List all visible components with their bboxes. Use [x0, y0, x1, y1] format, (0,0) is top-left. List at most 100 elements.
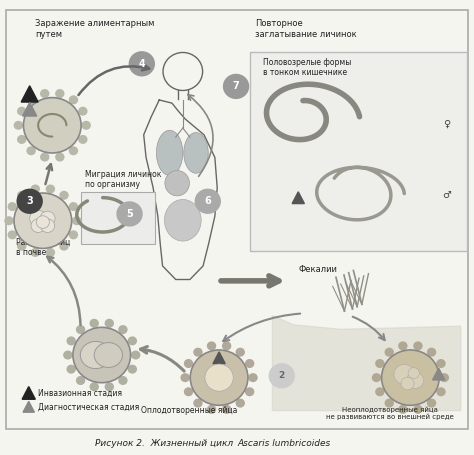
Circle shape [14, 193, 72, 248]
Text: ♂: ♂ [442, 190, 451, 200]
Circle shape [398, 341, 408, 350]
Circle shape [128, 364, 137, 374]
Polygon shape [213, 352, 225, 364]
Circle shape [384, 348, 394, 357]
Circle shape [375, 359, 384, 368]
Circle shape [90, 319, 99, 328]
Circle shape [69, 202, 78, 211]
Text: 3: 3 [26, 196, 33, 206]
Text: Повторное
заглатывание личинок: Повторное заглатывание личинок [255, 20, 356, 39]
Polygon shape [22, 387, 36, 399]
Circle shape [14, 121, 23, 130]
Circle shape [17, 189, 43, 214]
Circle shape [31, 184, 40, 193]
Circle shape [193, 348, 203, 357]
Polygon shape [433, 368, 445, 380]
Circle shape [245, 387, 255, 396]
Circle shape [436, 387, 446, 396]
Circle shape [40, 89, 49, 98]
Circle shape [436, 359, 446, 368]
Circle shape [190, 350, 248, 405]
Circle shape [382, 350, 439, 405]
Text: Заражение алиментарным
путем: Заражение алиментарным путем [36, 20, 155, 39]
FancyBboxPatch shape [250, 52, 467, 252]
Text: 5: 5 [126, 209, 133, 219]
Ellipse shape [164, 199, 201, 241]
Text: Диагностическая стадия: Диагностическая стадия [38, 403, 139, 412]
Polygon shape [273, 316, 461, 411]
Circle shape [78, 135, 88, 144]
Circle shape [401, 377, 414, 390]
Circle shape [17, 191, 27, 200]
Circle shape [27, 146, 36, 155]
Circle shape [413, 405, 423, 414]
Circle shape [128, 336, 137, 345]
Circle shape [31, 248, 40, 257]
Circle shape [236, 399, 245, 408]
Ellipse shape [80, 341, 111, 369]
Ellipse shape [156, 130, 183, 176]
Circle shape [59, 191, 69, 200]
Circle shape [82, 121, 91, 130]
Circle shape [117, 201, 143, 227]
FancyBboxPatch shape [82, 192, 155, 244]
Circle shape [118, 376, 128, 385]
Circle shape [36, 216, 49, 228]
Circle shape [27, 95, 36, 104]
Circle shape [55, 89, 64, 98]
Circle shape [73, 327, 131, 383]
Circle shape [184, 359, 193, 368]
Circle shape [222, 341, 231, 350]
Circle shape [245, 359, 255, 368]
Ellipse shape [165, 171, 190, 196]
Text: ♀: ♀ [443, 118, 450, 128]
Circle shape [427, 348, 436, 357]
Circle shape [269, 363, 295, 389]
Circle shape [8, 230, 17, 239]
Text: Ascaris lumbricoides: Ascaris lumbricoides [237, 439, 330, 448]
Circle shape [394, 364, 415, 384]
Circle shape [78, 106, 88, 116]
Circle shape [128, 51, 155, 76]
Text: 2: 2 [279, 371, 285, 380]
FancyBboxPatch shape [6, 10, 468, 429]
Circle shape [105, 319, 114, 328]
Circle shape [69, 146, 78, 155]
Circle shape [63, 350, 73, 359]
Circle shape [118, 325, 128, 334]
Circle shape [384, 399, 394, 408]
Ellipse shape [94, 343, 122, 368]
Circle shape [407, 372, 424, 389]
Circle shape [4, 216, 14, 225]
Circle shape [439, 373, 449, 382]
Circle shape [207, 405, 216, 414]
Circle shape [372, 373, 381, 382]
Circle shape [413, 341, 423, 350]
Circle shape [17, 242, 27, 251]
Circle shape [40, 152, 49, 162]
Circle shape [46, 248, 55, 257]
Circle shape [193, 399, 203, 408]
Text: Неоплодотворенные яйца
не развиваются во внешней среде: Неоплодотворенные яйца не развиваются во… [326, 406, 454, 420]
Text: Фекалии: Фекалии [298, 265, 337, 273]
Circle shape [76, 325, 85, 334]
Text: Развитие яиц
в почве: Развитие яиц в почве [16, 238, 70, 257]
Circle shape [55, 152, 64, 162]
Circle shape [66, 336, 76, 345]
Circle shape [23, 98, 81, 153]
Circle shape [181, 373, 190, 382]
Circle shape [105, 382, 114, 391]
Text: Инвазионная стадия: Инвазионная стадия [38, 389, 122, 398]
Text: Половозрелые формы
в тонком кишечнике: Половозрелые формы в тонком кишечнике [263, 58, 351, 77]
Circle shape [40, 211, 55, 226]
Text: 4: 4 [138, 59, 145, 69]
Circle shape [184, 387, 193, 396]
Polygon shape [21, 86, 38, 102]
Text: Миграция личинок
по организму: Миграция личинок по организму [85, 170, 162, 189]
Circle shape [31, 219, 45, 233]
Circle shape [17, 106, 27, 116]
Ellipse shape [184, 132, 208, 173]
Polygon shape [292, 192, 304, 203]
Circle shape [408, 368, 419, 379]
Text: Рисунок 2.  Жизненный цикл: Рисунок 2. Жизненный цикл [95, 439, 236, 448]
